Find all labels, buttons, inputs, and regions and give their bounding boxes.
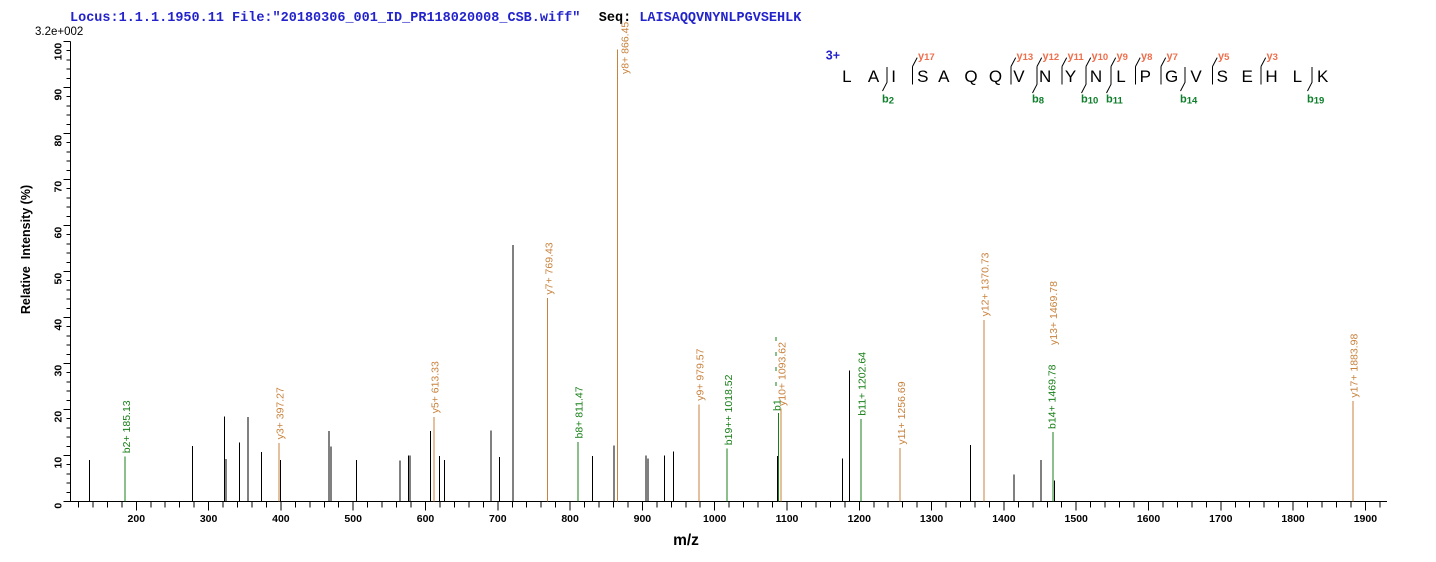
svg-text:100: 100: [52, 43, 64, 61]
svg-text:P: P: [1140, 67, 1151, 86]
svg-text:N: N: [1090, 67, 1102, 86]
svg-text:y13+ 1469.78: y13+ 1469.78: [1048, 281, 1060, 345]
svg-text:y8: y8: [1141, 51, 1152, 64]
svg-text:S: S: [917, 67, 928, 86]
svg-text:400: 400: [272, 513, 290, 525]
svg-text:y17+ 1883.98: y17+ 1883.98: [1349, 334, 1361, 398]
svg-text:b11: b11: [1106, 94, 1123, 107]
svg-text:N: N: [1039, 67, 1051, 86]
svg-text:m/z: m/z: [673, 532, 699, 549]
svg-text:0: 0: [52, 503, 64, 509]
svg-text:b1: b1: [772, 399, 784, 411]
svg-text:70: 70: [52, 181, 64, 193]
svg-text:90: 90: [52, 89, 64, 101]
svg-text:K: K: [1317, 67, 1329, 86]
svg-text:Y: Y: [1065, 67, 1076, 86]
svg-text:L: L: [842, 67, 851, 86]
svg-text:b2+ 185.13: b2+ 185.13: [121, 400, 133, 453]
svg-text:500: 500: [344, 513, 362, 525]
svg-text:y8+ 866.45: y8+ 866.45: [620, 22, 632, 74]
svg-text:y3+ 397.27: y3+ 397.27: [275, 387, 287, 439]
svg-text:I: I: [891, 67, 896, 86]
svg-text:L: L: [1116, 67, 1125, 86]
svg-text:800: 800: [561, 513, 579, 525]
svg-text:1600: 1600: [1137, 513, 1161, 525]
svg-text:b11+ 1202.64: b11+ 1202.64: [857, 352, 869, 416]
svg-text:y10+ 1093.62: y10+ 1093.62: [776, 342, 788, 406]
svg-text:1700: 1700: [1209, 513, 1233, 525]
svg-text:300: 300: [200, 513, 218, 525]
svg-text:y9+ 979.57: y9+ 979.57: [695, 348, 707, 400]
svg-text:A: A: [868, 67, 880, 86]
svg-text:1400: 1400: [992, 513, 1016, 525]
svg-text:b8+ 811.47: b8+ 811.47: [574, 386, 586, 438]
svg-text:200: 200: [128, 513, 146, 525]
svg-text:20: 20: [52, 411, 64, 423]
svg-text:1900: 1900: [1354, 513, 1378, 525]
svg-text:Q: Q: [989, 67, 1002, 86]
svg-text:b19: b19: [1307, 94, 1324, 107]
svg-text:40: 40: [52, 319, 64, 331]
svg-text:y17: y17: [918, 51, 935, 64]
svg-text:A: A: [938, 67, 950, 86]
svg-text:Seq: LAISAQQVNYNLPGVSEHLK: Seq: LAISAQQVNYNLPGVSEHLK: [599, 11, 802, 26]
svg-text:E: E: [1242, 67, 1253, 86]
svg-text:1300: 1300: [920, 513, 944, 525]
svg-text:b14: b14: [1180, 94, 1198, 107]
svg-text:10: 10: [52, 457, 64, 469]
svg-text:G: G: [1165, 67, 1178, 86]
svg-text:y12+ 1370.73: y12+ 1370.73: [980, 252, 992, 316]
svg-text:3.2e+002: 3.2e+002: [35, 26, 83, 38]
svg-text:b10: b10: [1081, 94, 1098, 107]
svg-text:600: 600: [417, 513, 435, 525]
svg-text:50: 50: [52, 273, 64, 285]
svg-text:Locus:1.1.1.1950.11 File:"2018: Locus:1.1.1.1950.11 File:"20180306_001_I…: [70, 11, 580, 26]
svg-text:y3: y3: [1267, 51, 1278, 64]
svg-text:1200: 1200: [848, 513, 872, 525]
svg-text:900: 900: [634, 513, 652, 525]
svg-text:y11+ 1256.69: y11+ 1256.69: [896, 381, 908, 444]
svg-text:3+: 3+: [826, 49, 840, 63]
svg-text:1800: 1800: [1281, 513, 1305, 525]
svg-text:y12: y12: [1043, 51, 1060, 64]
svg-text:b14+ 1469.78: b14+ 1469.78: [1047, 364, 1059, 429]
svg-text:V: V: [1013, 67, 1025, 86]
svg-text:y7+ 769.43: y7+ 769.43: [543, 242, 555, 294]
svg-text:60: 60: [52, 227, 64, 239]
svg-text:y9: y9: [1117, 51, 1128, 64]
svg-text:Relative Intensity (%): Relative Intensity (%): [19, 185, 33, 314]
svg-text:H: H: [1265, 67, 1277, 86]
svg-text:y5+ 613.33: y5+ 613.33: [430, 361, 442, 413]
svg-text:b2: b2: [882, 94, 894, 107]
svg-text:S: S: [1217, 67, 1228, 86]
svg-text:y10: y10: [1092, 51, 1109, 64]
svg-text:Q: Q: [964, 67, 977, 86]
svg-text:b19++ 1018.52: b19++ 1018.52: [723, 374, 735, 445]
svg-text:y7: y7: [1167, 51, 1178, 64]
svg-text:1000: 1000: [703, 513, 727, 525]
svg-text:1100: 1100: [776, 513, 799, 525]
svg-text:y13: y13: [1017, 51, 1034, 64]
svg-text:y5: y5: [1218, 51, 1230, 64]
svg-text:b8: b8: [1032, 94, 1044, 107]
svg-text:1500: 1500: [1065, 513, 1089, 525]
svg-text:30: 30: [52, 365, 64, 377]
svg-text:700: 700: [489, 513, 507, 525]
svg-text:y11: y11: [1068, 51, 1085, 64]
svg-text:80: 80: [52, 135, 64, 147]
svg-text:V: V: [1190, 67, 1202, 86]
svg-text:L: L: [1293, 67, 1302, 86]
